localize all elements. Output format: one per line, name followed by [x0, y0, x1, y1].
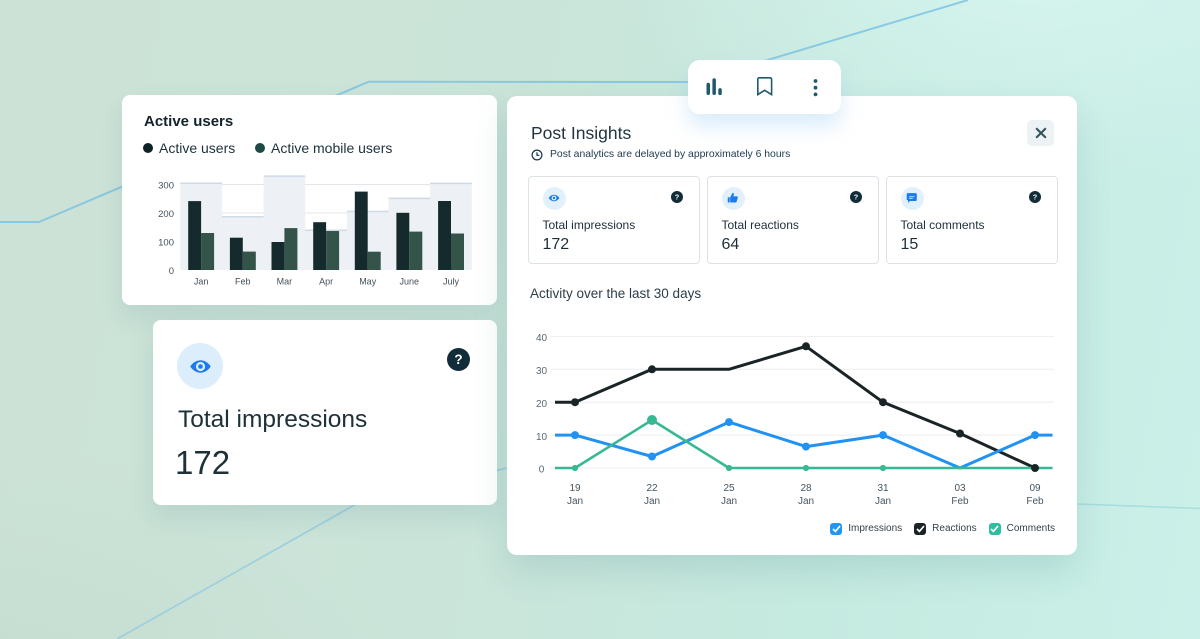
svg-text:28: 28 — [800, 483, 812, 494]
svg-text:Feb: Feb — [951, 496, 969, 507]
svg-text:?: ? — [1032, 192, 1037, 201]
svg-text:?: ? — [853, 192, 858, 201]
svg-text:10: 10 — [536, 432, 548, 443]
svg-text:Jan: Jan — [798, 496, 814, 507]
svg-text:Jan: Jan — [875, 496, 891, 507]
svg-text:?: ? — [674, 192, 679, 201]
svg-text:03: 03 — [954, 483, 966, 494]
svg-text:300: 300 — [158, 181, 174, 192]
svg-text:31: 31 — [877, 483, 889, 494]
svg-text:09: 09 — [1029, 483, 1041, 494]
svg-text:Jan: Jan — [721, 496, 737, 507]
svg-text:?: ? — [454, 352, 462, 367]
svg-text:Jan: Jan — [567, 496, 583, 507]
svg-text:30: 30 — [536, 366, 548, 377]
svg-text:Feb: Feb — [235, 277, 251, 287]
svg-text:20: 20 — [536, 399, 548, 410]
svg-text:Jan: Jan — [644, 496, 660, 507]
svg-text:Mar: Mar — [277, 277, 293, 287]
svg-text:0: 0 — [169, 266, 174, 277]
svg-text:25: 25 — [723, 483, 735, 494]
svg-text:May: May — [359, 277, 377, 287]
svg-text:22: 22 — [646, 483, 658, 494]
svg-text:June: June — [400, 277, 420, 287]
svg-text:200: 200 — [158, 209, 174, 220]
svg-text:100: 100 — [158, 238, 174, 249]
svg-text:Jan: Jan — [194, 277, 209, 287]
svg-text:0: 0 — [539, 465, 545, 476]
svg-text:Feb: Feb — [1026, 496, 1044, 507]
svg-text:40: 40 — [536, 333, 548, 344]
svg-text:July: July — [443, 277, 460, 287]
svg-text:Apr: Apr — [319, 277, 333, 287]
svg-text:19: 19 — [569, 483, 581, 494]
